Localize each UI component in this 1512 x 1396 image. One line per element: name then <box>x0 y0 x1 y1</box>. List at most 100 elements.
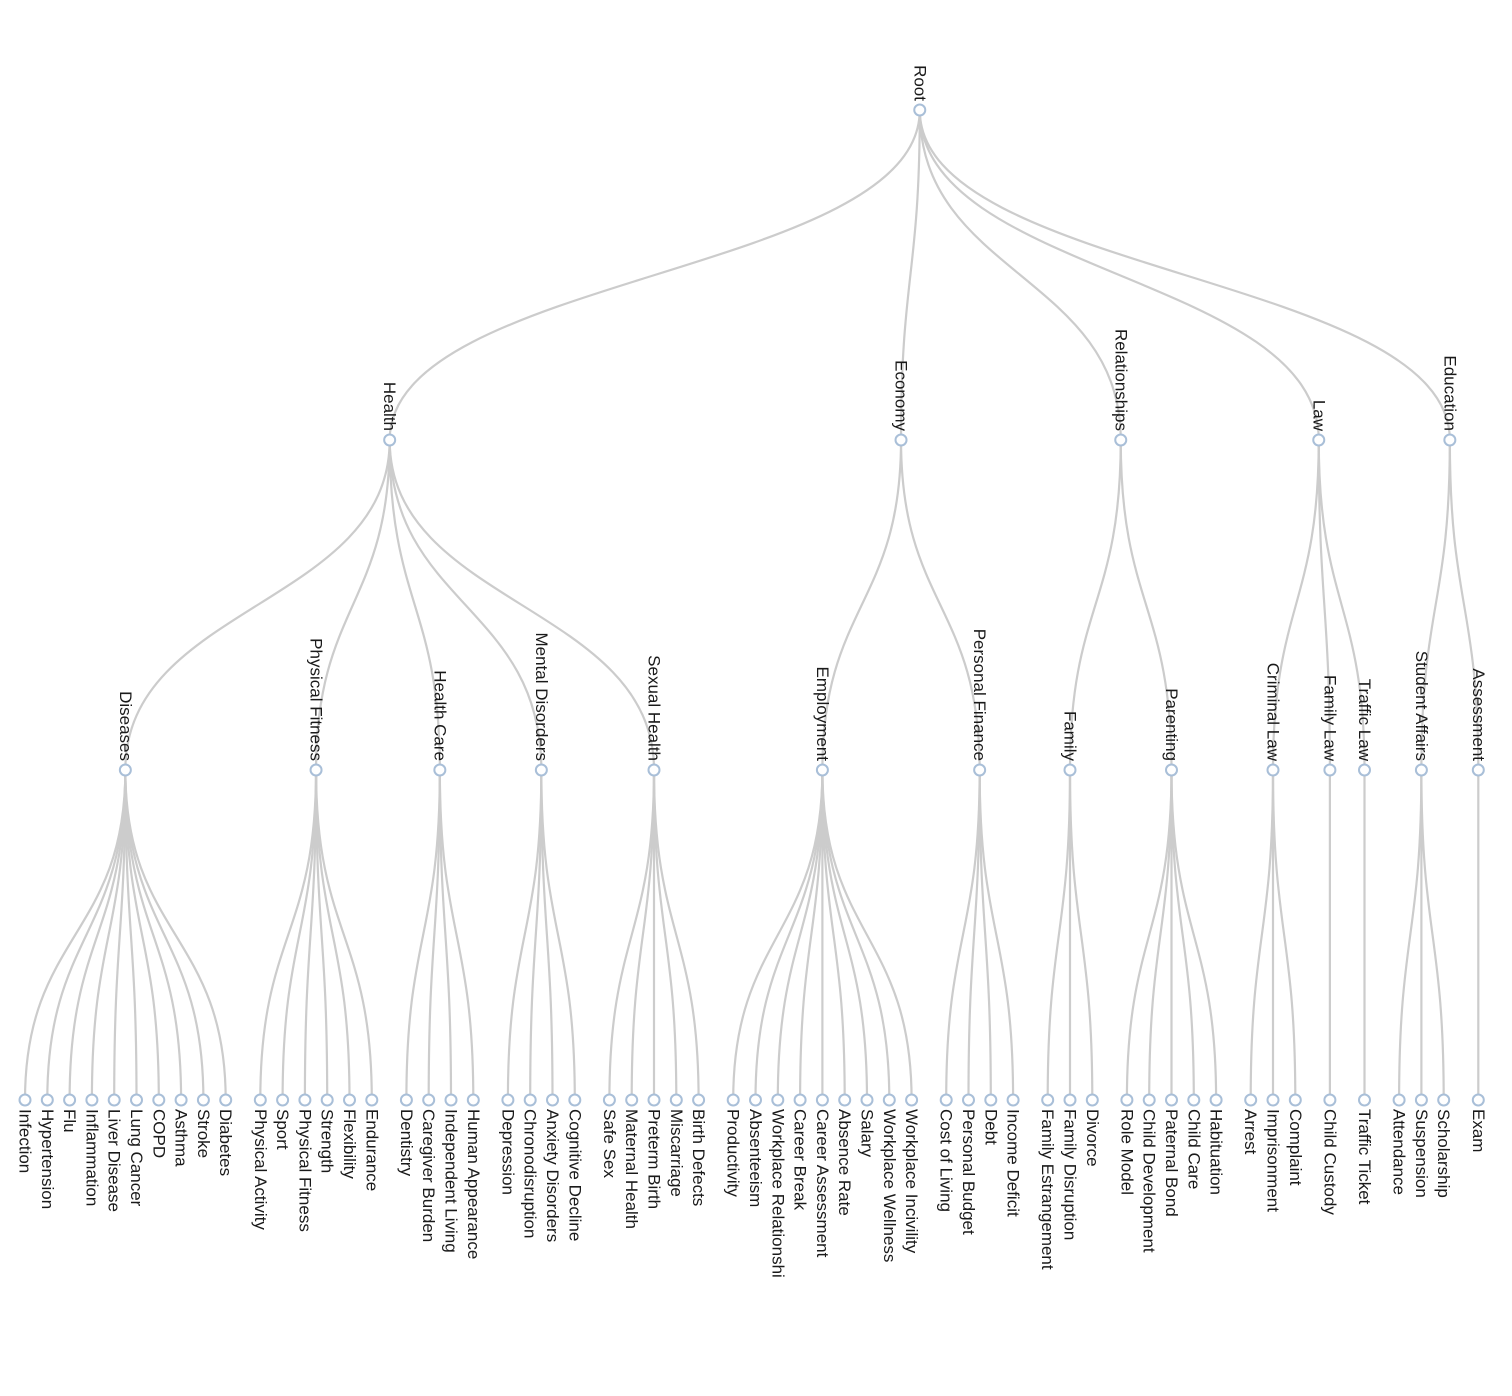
tree-node-hypertension[interactable]: Hypertension <box>38 1093 57 1210</box>
node-circle-traffic-ticket[interactable] <box>1358 1093 1371 1107</box>
tree-node-dentistry[interactable]: Dentistry <box>397 1093 416 1177</box>
node-circle-anxiety-disorders[interactable] <box>546 1093 559 1107</box>
tree-node-birth-defects[interactable]: Birth Defects <box>689 1093 708 1207</box>
tree-node-law[interactable]: Law <box>1309 400 1328 447</box>
tree-node-child-care[interactable]: Child Care <box>1184 1093 1203 1190</box>
tree-node-human-appearance[interactable]: Human Appearance <box>464 1093 483 1260</box>
tree-node-suspension[interactable]: Suspension <box>1412 1093 1431 1198</box>
tree-node-career-assessment[interactable]: Career Assessment <box>813 1093 832 1258</box>
node-circle-paternal-bond[interactable] <box>1165 1093 1178 1107</box>
node-circle-family-disruption[interactable] <box>1063 1093 1077 1107</box>
node-circle-miscarriage[interactable] <box>669 1093 683 1107</box>
node-circle-debt[interactable] <box>984 1093 998 1107</box>
tree-node-miscarriage[interactable]: Miscarriage <box>667 1093 686 1197</box>
tree-node-copd[interactable]: COPD <box>149 1093 168 1159</box>
node-circle-personal-finance[interactable] <box>973 763 987 777</box>
node-circle-inflammation[interactable] <box>85 1093 99 1107</box>
node-circle-infection[interactable] <box>18 1093 32 1107</box>
node-circle-economy[interactable] <box>894 433 908 447</box>
node-circle-physical-fitness[interactable] <box>309 763 323 777</box>
node-circle-sexual-health[interactable] <box>647 763 661 777</box>
tree-node-family-law[interactable]: Family Law <box>1320 675 1339 777</box>
tree-node-criminal-law[interactable]: Criminal Law <box>1264 663 1283 777</box>
node-circle-workplace-wellness[interactable] <box>882 1093 896 1107</box>
node-circle-assessment[interactable] <box>1471 763 1485 777</box>
node-circle-role-model[interactable] <box>1120 1093 1134 1107</box>
node-circle-health[interactable] <box>383 433 397 447</box>
node-circle-complaint[interactable] <box>1288 1093 1302 1107</box>
node-circle-diabetes[interactable] <box>219 1093 233 1107</box>
tree-node-safe-sex[interactable]: Safe Sex <box>600 1093 619 1179</box>
tree-node-family-estrangement[interactable]: Family Estrangement <box>1038 1093 1057 1270</box>
tree-node-health-care[interactable]: Health Care <box>430 670 449 777</box>
node-circle-health-care[interactable] <box>433 763 447 777</box>
tree-node-diabetes[interactable]: Diabetes <box>216 1093 235 1177</box>
node-circle-physical-fitness[interactable] <box>298 1093 312 1107</box>
tree-node-debt[interactable]: Debt <box>981 1093 1000 1146</box>
tree-node-economy[interactable]: Economy <box>892 360 911 447</box>
tree-node-workplace-relationshi[interactable]: Workplace Relationshi <box>768 1093 787 1278</box>
tree-node-personal-budget[interactable]: Personal Budget <box>959 1093 978 1235</box>
tree-node-salary[interactable]: Salary <box>858 1093 877 1158</box>
node-circle-strength[interactable] <box>320 1093 334 1107</box>
tree-node-child-custody[interactable]: Child Custody <box>1320 1093 1339 1216</box>
tree-node-income-deficit[interactable]: Income Deficit <box>1004 1093 1023 1217</box>
tree-node-traffic-law[interactable]: Traffic Law <box>1355 679 1374 777</box>
tree-node-physical-fitness[interactable]: Physical Fitness <box>295 1093 314 1232</box>
node-circle-hypertension[interactable] <box>40 1093 54 1107</box>
tree-node-traffic-ticket[interactable]: Traffic Ticket <box>1355 1093 1374 1205</box>
tree-node-preterm-birth[interactable]: Preterm Birth <box>645 1093 664 1210</box>
node-circle-traffic-law[interactable] <box>1358 763 1371 777</box>
tree-node-sport[interactable]: Sport <box>273 1093 292 1150</box>
tree-node-attendance[interactable]: Attendance <box>1390 1093 1409 1196</box>
tree-node-assessment[interactable]: Assessment <box>1469 668 1488 777</box>
node-circle-relationships[interactable] <box>1114 433 1128 447</box>
tree-node-endurance[interactable]: Endurance <box>362 1093 381 1192</box>
tree-node-maternal-health[interactable]: Maternal Health <box>622 1093 641 1230</box>
node-circle-child-custody[interactable] <box>1323 1093 1337 1107</box>
tree-node-absence-rate[interactable]: Absence Rate <box>835 1093 854 1216</box>
node-circle-family[interactable] <box>1063 763 1077 777</box>
node-circle-maternal-health[interactable] <box>625 1093 639 1107</box>
node-circle-salary[interactable] <box>860 1093 874 1107</box>
tree-node-complaint[interactable]: Complaint <box>1286 1093 1305 1186</box>
tree-node-imprisonment[interactable]: Imprisonment <box>1264 1093 1283 1213</box>
node-circle-asthma[interactable] <box>174 1093 188 1107</box>
node-circle-career-assessment[interactable] <box>815 1093 829 1107</box>
tree-node-relationships[interactable]: Relationships <box>1111 329 1130 447</box>
tree-node-exam[interactable]: Exam <box>1469 1093 1488 1153</box>
tree-node-cost-of-living[interactable]: Cost of Living <box>937 1093 956 1213</box>
tree-node-inflammation[interactable]: Inflammation <box>82 1093 101 1207</box>
tree-node-education[interactable]: Education <box>1440 355 1459 447</box>
tree-node-asthma[interactable]: Asthma <box>172 1093 191 1168</box>
tree-node-workplace-wellness[interactable]: Workplace Wellness <box>880 1093 899 1263</box>
node-circle-child-development[interactable] <box>1142 1093 1156 1107</box>
tree-node-diseases[interactable]: Diseases <box>116 691 135 777</box>
node-circle-caregiver-burden[interactable] <box>422 1093 436 1107</box>
tree-node-productivity[interactable]: Productivity <box>724 1093 743 1198</box>
node-circle-child-care[interactable] <box>1187 1093 1201 1107</box>
node-circle-physical-activity[interactable] <box>253 1093 267 1107</box>
node-circle-family-estrangement[interactable] <box>1041 1093 1055 1107</box>
tree-node-physical-activity[interactable]: Physical Activity <box>251 1093 270 1231</box>
node-circle-depression[interactable] <box>501 1093 515 1107</box>
node-circle-stroke[interactable] <box>196 1093 210 1107</box>
node-circle-attendance[interactable] <box>1392 1093 1406 1107</box>
tree-node-mental-disorders[interactable]: Mental Disorders <box>532 633 551 777</box>
node-circle-workplace-incivility[interactable] <box>905 1093 919 1107</box>
node-circle-endurance[interactable] <box>365 1093 379 1107</box>
node-circle-preterm-birth[interactable] <box>647 1093 661 1107</box>
tree-node-divorce[interactable]: Divorce <box>1083 1093 1102 1167</box>
node-circle-chronodisruption[interactable] <box>523 1093 537 1107</box>
node-circle-family-law[interactable] <box>1323 763 1337 777</box>
node-circle-law[interactable] <box>1312 433 1326 447</box>
tree-node-scholarship[interactable]: Scholarship <box>1434 1093 1453 1198</box>
tree-node-arrest[interactable]: Arrest <box>1241 1093 1260 1155</box>
node-circle-flexibility[interactable] <box>343 1093 356 1107</box>
node-circle-employment[interactable] <box>815 763 829 777</box>
tree-node-personal-finance[interactable]: Personal Finance <box>970 629 989 777</box>
tree-node-habituation[interactable]: Habituation <box>1207 1093 1226 1196</box>
node-circle-dentistry[interactable] <box>399 1093 413 1107</box>
node-circle-lung-cancer[interactable] <box>130 1093 143 1107</box>
node-circle-habituation[interactable] <box>1209 1093 1223 1107</box>
